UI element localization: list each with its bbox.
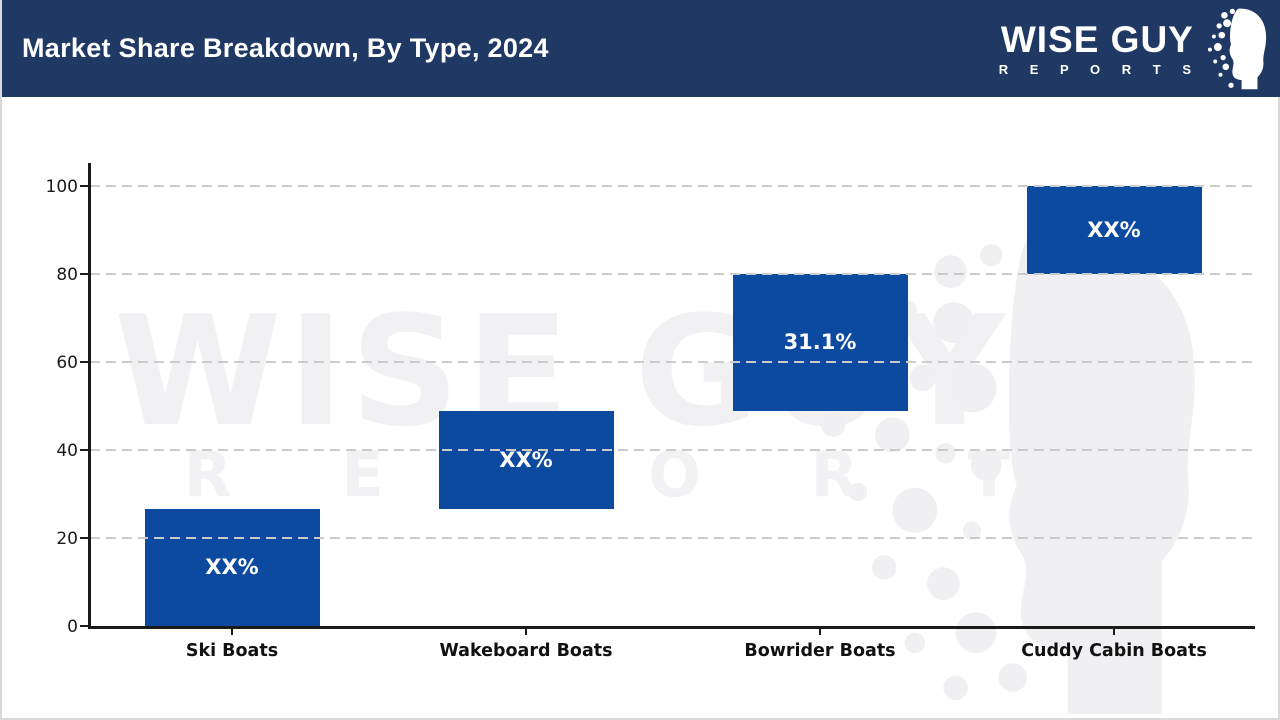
logo-reports-text: R E P O R T S: [998, 62, 1200, 77]
y-tick-mark: [80, 185, 88, 187]
y-tick-label: 100: [45, 177, 78, 197]
y-tick-label: 80: [56, 265, 78, 285]
x-tick-label: Cuddy Cabin Boats: [1021, 641, 1207, 661]
bar-value-label: XX%: [205, 555, 259, 580]
bar-value-label: 31.1%: [783, 330, 857, 355]
x-tick-label: Ski Boats: [185, 641, 279, 661]
page-title: Market Share Breakdown, By Type, 2024: [22, 33, 549, 63]
x-tick-mark: [819, 628, 821, 635]
gridline: [90, 361, 1255, 363]
gridline: [90, 537, 1255, 539]
gridline: [90, 185, 1255, 187]
bar: [438, 410, 614, 509]
bar: [144, 508, 320, 626]
wiseguy-logo: WISE GUY R E P O R T S: [995, 6, 1268, 92]
y-tick-mark: [80, 625, 88, 627]
y-tick-label: 60: [56, 353, 78, 373]
y-tick-mark: [80, 361, 88, 363]
logo-face-icon: [1207, 8, 1267, 89]
bar: [1026, 186, 1202, 274]
bar: [732, 274, 908, 411]
y-tick-mark: [80, 537, 88, 539]
gridline: [90, 449, 1255, 451]
x-tick-mark: [1113, 628, 1115, 635]
x-axis-line: [88, 626, 1255, 629]
logo-wordmark: WISE GUY: [1000, 19, 1194, 60]
bar-value-label: XX%: [499, 447, 553, 472]
y-tick-label: 20: [56, 529, 78, 549]
x-tick-label: Wakeboard Boats: [439, 641, 613, 661]
y-tick-label: 40: [56, 441, 78, 461]
x-tick-label: Bowrider Boats: [744, 641, 896, 661]
header-bar: Market Share Breakdown, By Type, 2024 WI…: [2, 0, 1280, 97]
y-tick-mark: [80, 273, 88, 275]
logo-wordmark-block: WISE GUY R E P O R T S: [995, 21, 1200, 76]
gridline: [90, 273, 1255, 275]
bar-value-label: XX%: [1087, 218, 1141, 242]
x-tick-mark: [231, 628, 233, 635]
y-tick-mark: [80, 449, 88, 451]
y-tick-label: 0: [67, 617, 78, 637]
x-tick-mark: [525, 628, 527, 635]
watermark-face-icon: [820, 237, 1195, 715]
y-axis-line: [88, 163, 91, 628]
